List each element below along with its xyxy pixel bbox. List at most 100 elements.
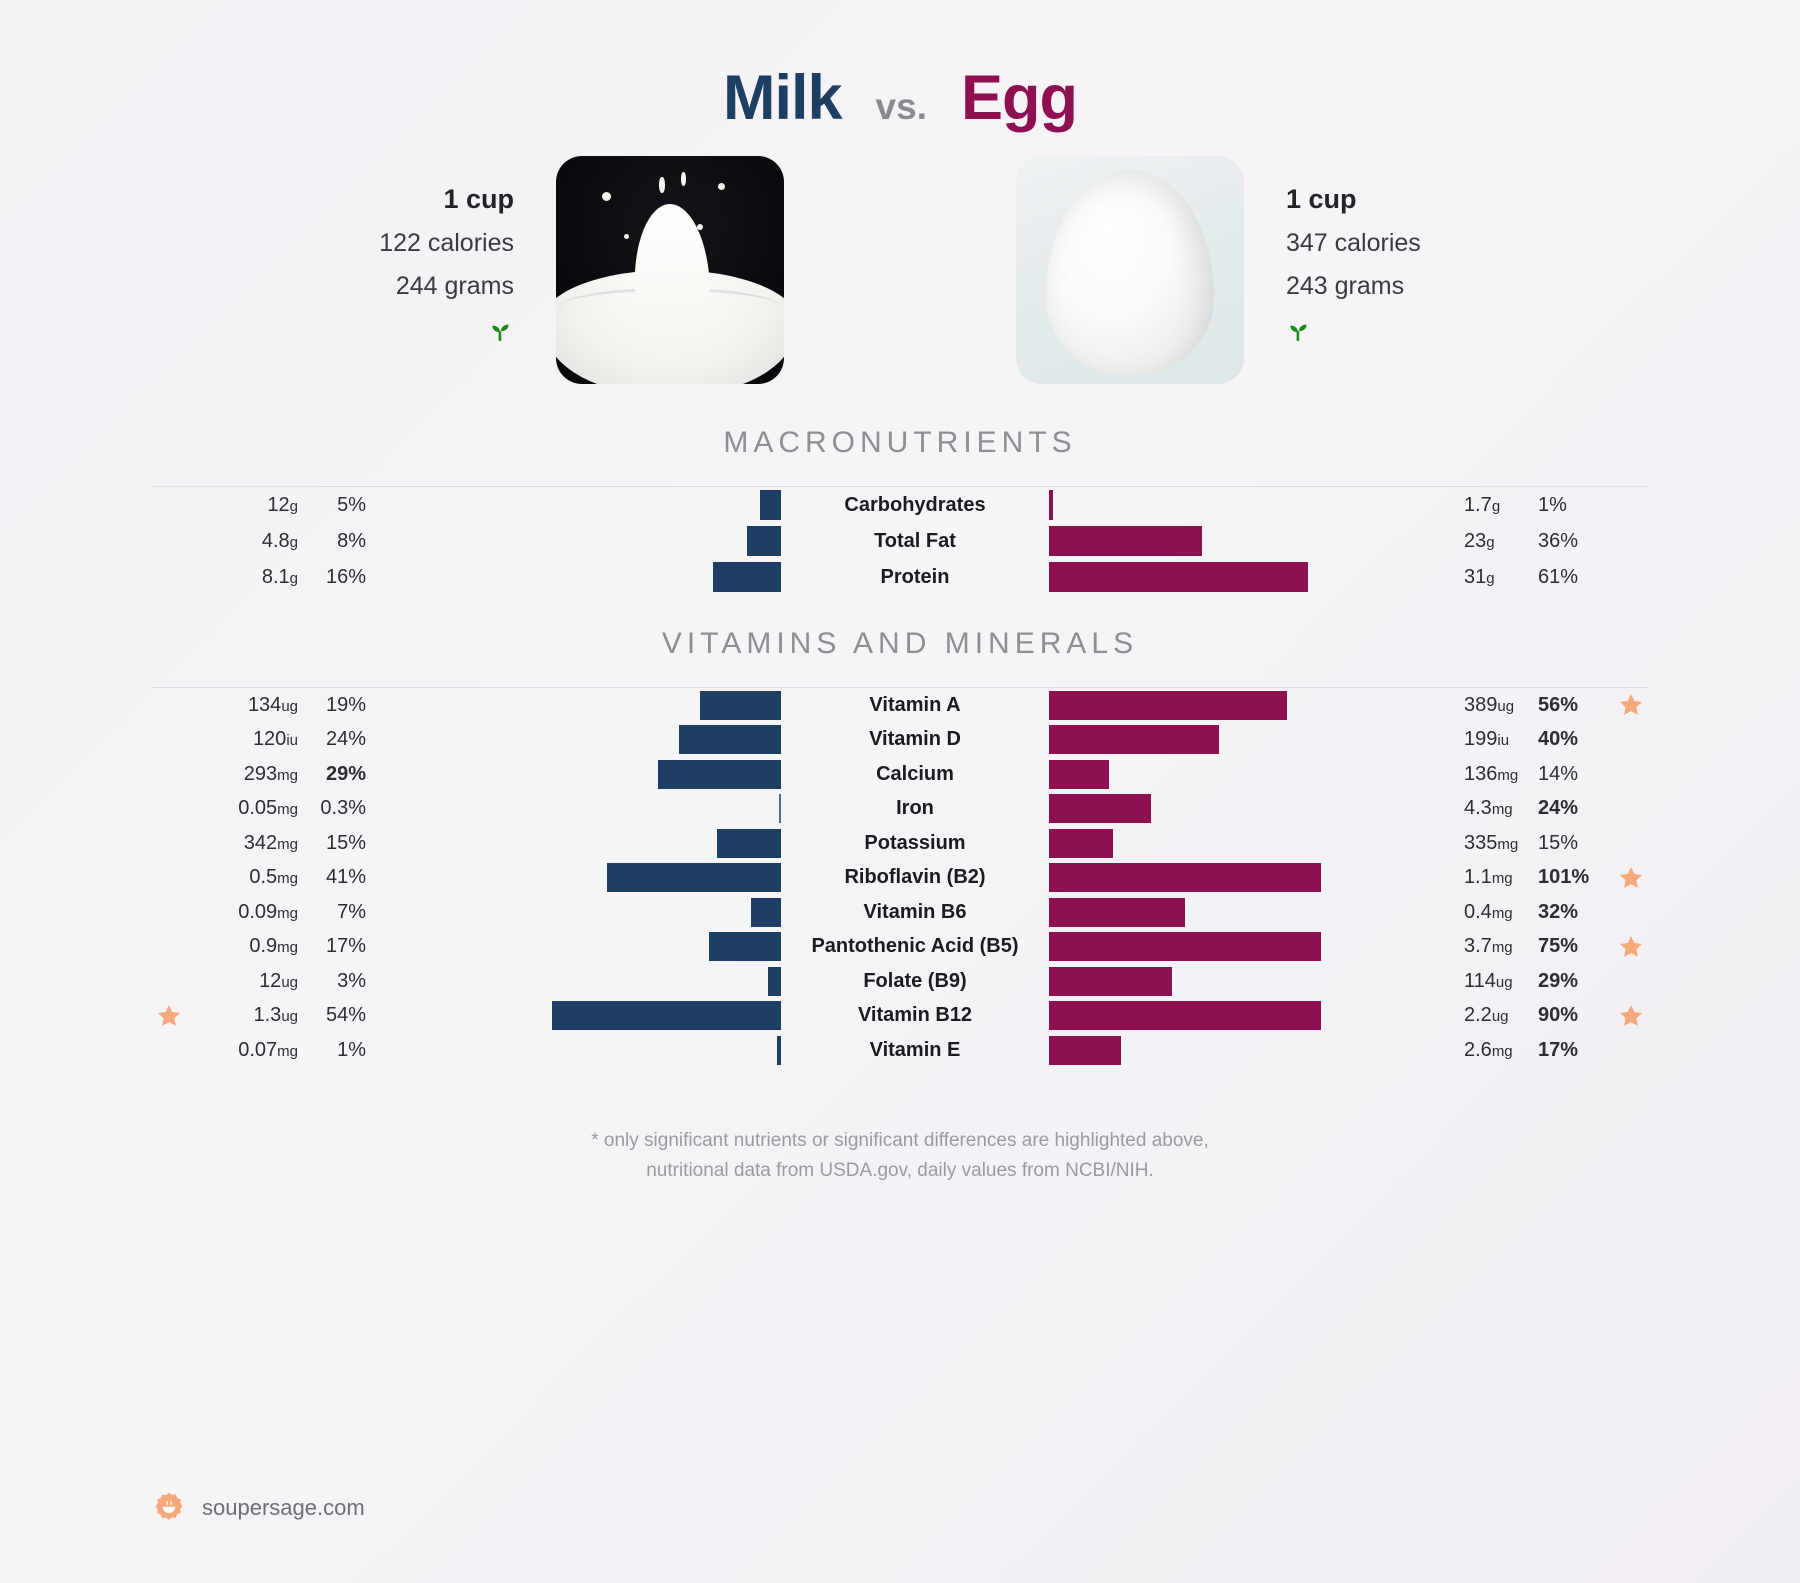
right-amount: 335mg [1464,831,1519,854]
nutrient-label: Riboflavin (B2) [844,866,986,889]
left-bar [747,526,781,556]
nutrient-label: Folate (B9) [863,969,967,992]
left-amount: 342mg [243,831,298,854]
right-daily-value: 101% [1538,866,1590,889]
brand-footer[interactable]: soupersage.com [152,1491,365,1525]
right-amount: 389ug [1464,693,1515,716]
macros-divider [152,486,1648,487]
left-daily-value: 7% [337,900,366,923]
nutrient-label: Carbohydrates [844,493,986,516]
nutrient-label: Calcium [876,762,954,785]
left-daily-value: 16% [325,565,366,588]
right-amount: 1.1mg [1464,866,1513,889]
right-bar [1049,794,1151,824]
right-bar [1049,526,1202,556]
left-serving-size: 1 cup [443,184,514,214]
brand-name: soupersage.com [202,1495,365,1520]
right-bar [1049,690,1287,720]
right-daily-value: 24% [1538,797,1579,820]
left-food-title: Milk [723,63,843,133]
right-amount: 2.2ug [1464,1004,1509,1027]
nutrient-row: 1.3ug 54% Vitamin B12 2.2ug 90% [152,999,1648,1034]
left-amount: 134ug [247,693,298,716]
sprout-icon [291,317,514,347]
footnote: * only significant nutrients or signific… [0,1126,1800,1187]
left-daily-value: 54% [325,1004,366,1027]
left-amount: 0.07mg [238,1038,298,1061]
right-amount: 2.6mg [1464,1038,1513,1061]
vitamins-heading: VITAMINS AND MINERALS [661,627,1139,660]
right-bar [1049,1035,1122,1065]
left-daily-value: 24% [325,728,366,751]
hero-section: 1 cup 122 calories 244 grams [0,156,1800,384]
left-amount: 8.1g [261,565,298,588]
right-bar [1049,966,1173,996]
left-bar [717,828,781,858]
nutrient-label: Vitamin E [869,1038,961,1061]
right-serving-size: 1 cup [1286,184,1357,214]
nutrient-row: 134ug 19% Vitamin A 389ug 56% [152,688,1648,723]
left-highlight-star [152,1003,186,1029]
right-amount: 199iu [1464,728,1510,751]
nutrient-label: Pantothenic Acid (B5) [811,935,1019,958]
left-daily-value: 17% [325,935,366,958]
right-highlight-star [1614,934,1648,960]
left-calories: 122 calories [379,229,514,257]
right-bar [1049,932,1321,962]
nutrient-label: Potassium [864,831,966,854]
macronutrient-table: 12g 5% Carbohydrates 1.7g 1% 4.8g 8% Total Fat 2… [152,487,1648,595]
left-bar [679,725,781,755]
soupersage-logo-icon [152,1491,186,1525]
right-daily-value: 17% [1538,1038,1579,1061]
right-daily-value: 61% [1538,565,1579,588]
right-amount: 31g [1464,565,1495,588]
nutrient-label: Iron [896,797,934,820]
right-serving-info: 1 cup 347 calories 243 grams [1244,156,1509,347]
right-bar [1049,828,1113,858]
right-amount: 23g [1464,529,1495,552]
right-bar [1049,562,1309,592]
macronutrients-heading: MACRONUTRIENTS [723,426,1077,459]
nutrient-row: 4.8g 8% Total Fat 23g 36% [152,523,1648,559]
right-daily-value: 32% [1538,900,1579,923]
right-highlight-star [1614,1003,1648,1029]
left-amount: 12ug [259,969,298,992]
left-daily-value: 8% [337,529,366,552]
left-daily-value: 29% [325,762,366,785]
comparison-title: Milk vs. Egg [0,0,1800,134]
left-bar [551,1001,781,1031]
nutrient-label: Vitamin D [869,728,961,751]
left-bar [700,690,781,720]
nutrient-label: Protein [880,565,950,588]
left-serving-info: 1 cup 122 calories 244 grams [291,156,556,347]
nutrient-label: Vitamin B6 [863,900,967,923]
left-amount: 12g [267,493,298,516]
left-amount: 0.09mg [238,900,298,923]
left-bar [708,932,781,962]
nutrient-row: 0.05mg 0.3% Iron 4.3mg 24% [152,792,1648,827]
left-bar [751,897,781,927]
right-daily-value: 75% [1538,935,1579,958]
nutrient-row: 342mg 15% Potassium 335mg 15% [152,826,1648,861]
right-amount: 1.7g [1464,493,1501,516]
nutrient-label: Vitamin A [869,693,961,716]
nutrient-row: 8.1g 16% Protein 31g 61% [152,559,1648,595]
right-bar [1049,863,1321,893]
right-highlight-star [1614,865,1648,891]
left-bar [713,562,781,592]
right-amount: 3.7mg [1464,935,1513,958]
nutrient-row: 0.07mg 1% Vitamin E 2.6mg 17% [152,1033,1648,1068]
footnote-line-2: nutritional data from USDA.gov, daily va… [646,1159,1154,1181]
left-amount: 4.8g [261,529,298,552]
right-bar [1049,759,1109,789]
left-bar [657,759,781,789]
right-calories: 347 calories [1286,229,1421,257]
left-bar [776,1035,781,1065]
right-daily-value: 15% [1538,831,1579,854]
left-amount: 120iu [252,728,298,751]
right-daily-value: 36% [1538,529,1579,552]
right-grams: 243 grams [1286,272,1405,300]
right-amount: 136mg [1464,762,1519,785]
left-daily-value: 19% [325,693,366,716]
